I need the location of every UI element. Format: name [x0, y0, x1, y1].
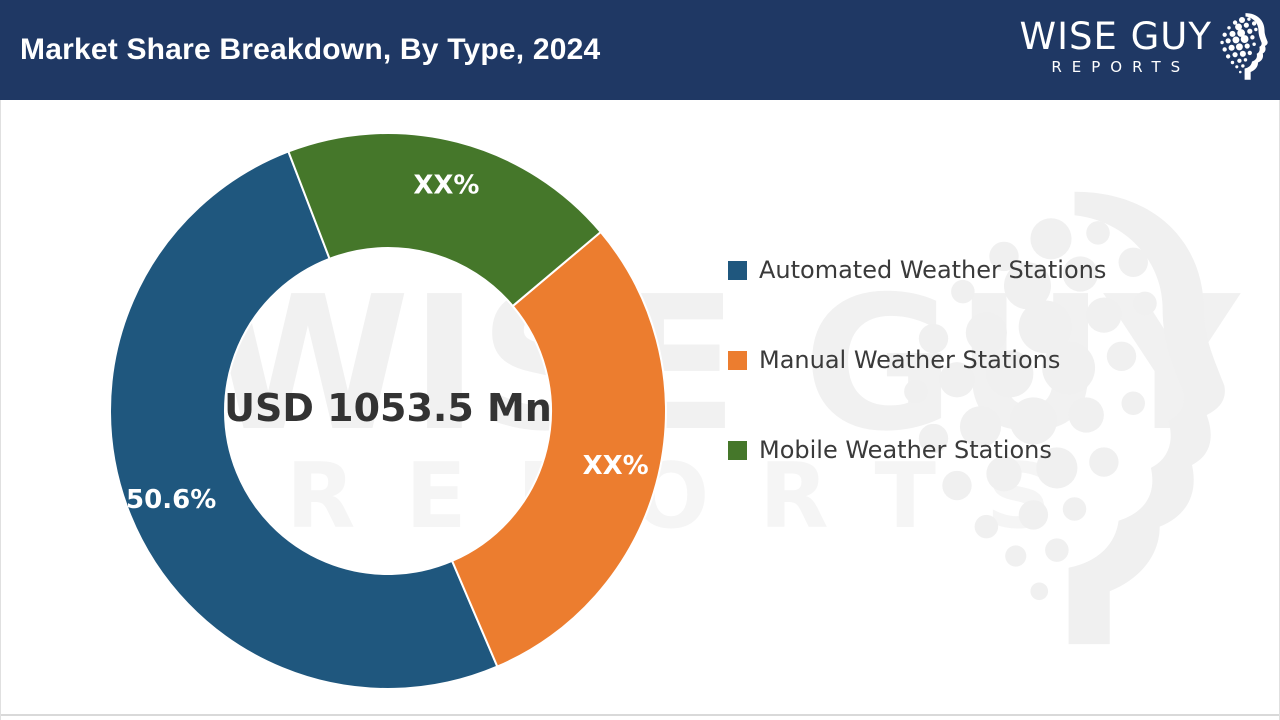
legend-item-automated: Automated Weather Stations — [728, 252, 1106, 288]
legend-label-automated: Automated Weather Stations — [759, 256, 1107, 284]
legend-swatch-mobile — [728, 440, 747, 460]
bottom-divider — [1, 714, 1279, 716]
legend-swatch-manual — [728, 350, 747, 370]
chart-legend: Automated Weather Stations Manual Weathe… — [728, 252, 1106, 522]
logo-wordmark: WISE GUY — [1019, 15, 1212, 59]
legend-item-manual: Manual Weather Stations — [728, 342, 1106, 378]
legend-label-mobile: Mobile Weather Stations — [759, 436, 1052, 464]
legend-swatch-automated — [728, 260, 747, 280]
logo-text: WISE GUY REPORTS — [1019, 15, 1212, 76]
page-title: Market Share Breakdown, By Type, 2024 — [20, 33, 601, 66]
logo-subtext: REPORTS — [1051, 57, 1191, 76]
wise-guy-face-icon — [1216, 8, 1268, 84]
wise-guy-logo: WISE GUY REPORTS — [1020, 8, 1268, 84]
donut-center-value: USD 1053.5 Mn — [224, 386, 552, 430]
legend-item-mobile: Mobile Weather Stations — [728, 432, 1106, 468]
header-bar: Market Share Breakdown, By Type, 2024 WI… — [0, 0, 1280, 100]
legend-label-manual: Manual Weather Stations — [759, 346, 1061, 374]
